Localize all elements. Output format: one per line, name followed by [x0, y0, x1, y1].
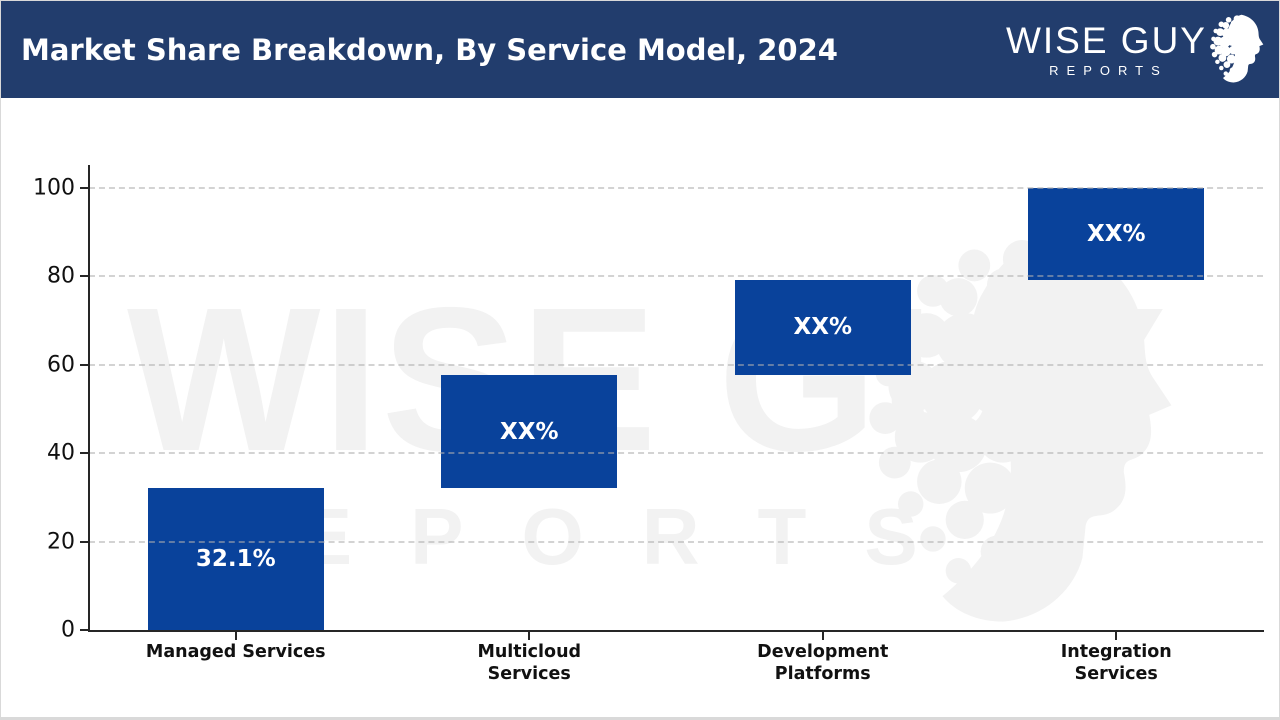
- bar-value-label: 32.1%: [195, 546, 276, 573]
- gridline: [89, 452, 1263, 455]
- x-axis-tick: [234, 632, 237, 640]
- y-axis-tick: [80, 540, 88, 543]
- x-axis-label: Managed Services: [145, 642, 326, 662]
- y-tick-label: 80: [47, 263, 75, 289]
- y-axis-line: [88, 165, 90, 632]
- y-axis-tick: [80, 629, 88, 631]
- gridline: [89, 275, 1263, 278]
- x-axis-tick: [528, 632, 531, 640]
- y-axis-tick: [80, 187, 88, 189]
- y-tick-label: 20: [47, 529, 75, 555]
- y-axis-tick: [80, 275, 88, 278]
- y-axis-tick: [80, 363, 88, 366]
- y-tick-label: 60: [47, 352, 75, 378]
- bar: [441, 374, 618, 489]
- y-tick-label: 100: [33, 175, 75, 201]
- x-axis-tick: [1115, 632, 1118, 640]
- gridline: [89, 363, 1263, 366]
- bar: [1028, 188, 1205, 280]
- logo-brand-text: WISE GUY: [1005, 20, 1207, 61]
- bar: [734, 279, 911, 375]
- x-axis-tick: [821, 632, 824, 640]
- gridline: [89, 540, 1263, 543]
- bar-value-label: XX%: [499, 418, 559, 445]
- bar-value-label: XX%: [1086, 220, 1146, 247]
- logo-dot-head-icon: [1210, 14, 1264, 83]
- header-bar: Market Share Breakdown, By Service Model…: [1, 1, 1279, 98]
- x-axis-label: Integration Services: [1060, 642, 1172, 684]
- y-axis-tick: [80, 452, 88, 455]
- logo-wordmark: WISE GUY REPORTS: [1006, 22, 1207, 77]
- wiseguy-logo: WISE GUY REPORTS: [1006, 13, 1265, 86]
- figure-bottom-rule: [1, 717, 1279, 719]
- logo-reports-text: REPORTS: [1049, 63, 1168, 78]
- x-axis-label: Development Platforms: [757, 642, 889, 684]
- x-axis-label: Multicloud Services: [477, 642, 582, 684]
- bar-value-label: XX%: [793, 314, 852, 341]
- y-tick-label: 40: [47, 440, 75, 466]
- gridline: [89, 187, 1263, 189]
- x-axis-line: [88, 630, 1264, 632]
- bar: [147, 488, 324, 630]
- chart-title: Market Share Breakdown, By Service Model…: [21, 32, 838, 67]
- y-tick-label: 0: [61, 617, 75, 643]
